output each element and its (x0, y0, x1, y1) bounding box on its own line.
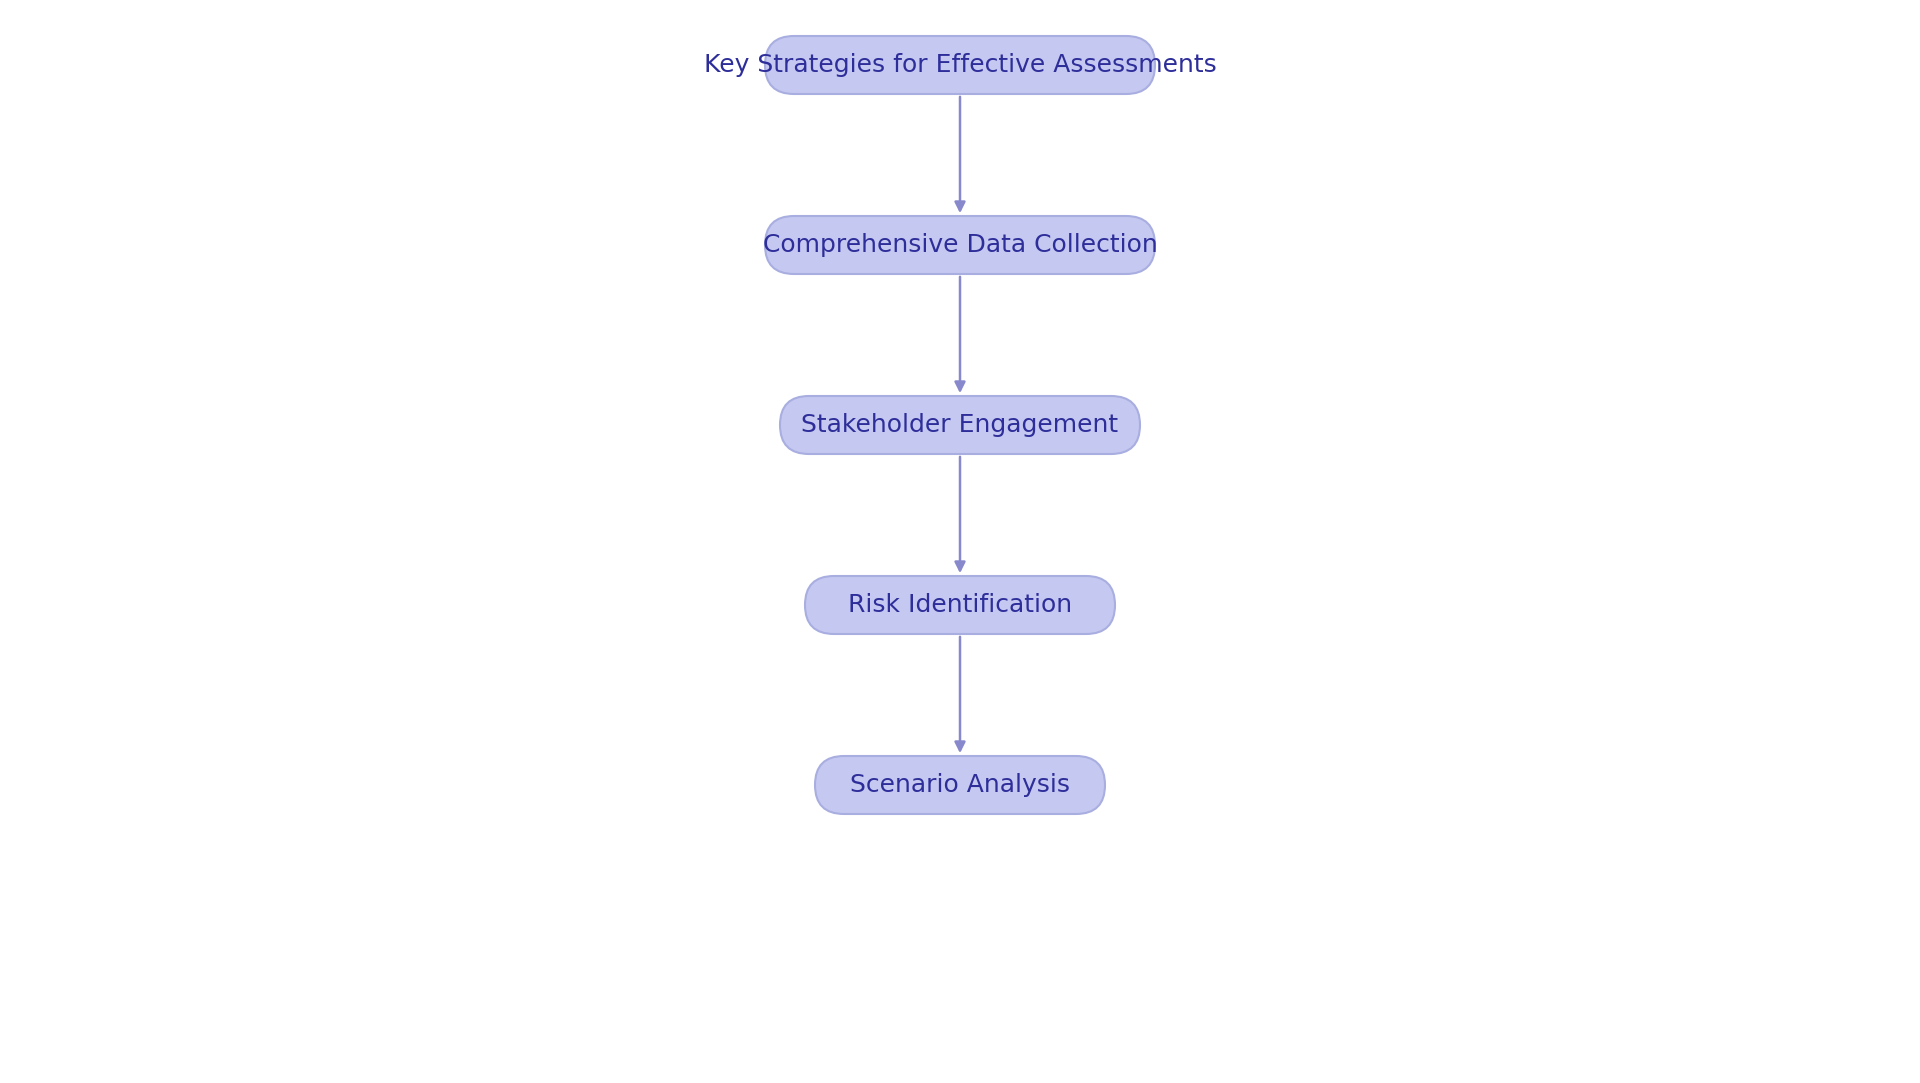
FancyBboxPatch shape (764, 216, 1156, 274)
FancyBboxPatch shape (764, 36, 1156, 94)
Text: Scenario Analysis: Scenario Analysis (851, 773, 1069, 797)
FancyBboxPatch shape (814, 756, 1106, 814)
Text: Comprehensive Data Collection: Comprehensive Data Collection (762, 233, 1158, 257)
FancyBboxPatch shape (780, 396, 1140, 454)
Text: Stakeholder Engagement: Stakeholder Engagement (801, 413, 1119, 438)
Text: Risk Identification: Risk Identification (849, 593, 1071, 617)
Text: Key Strategies for Effective Assessments: Key Strategies for Effective Assessments (703, 53, 1217, 77)
FancyBboxPatch shape (804, 576, 1116, 634)
